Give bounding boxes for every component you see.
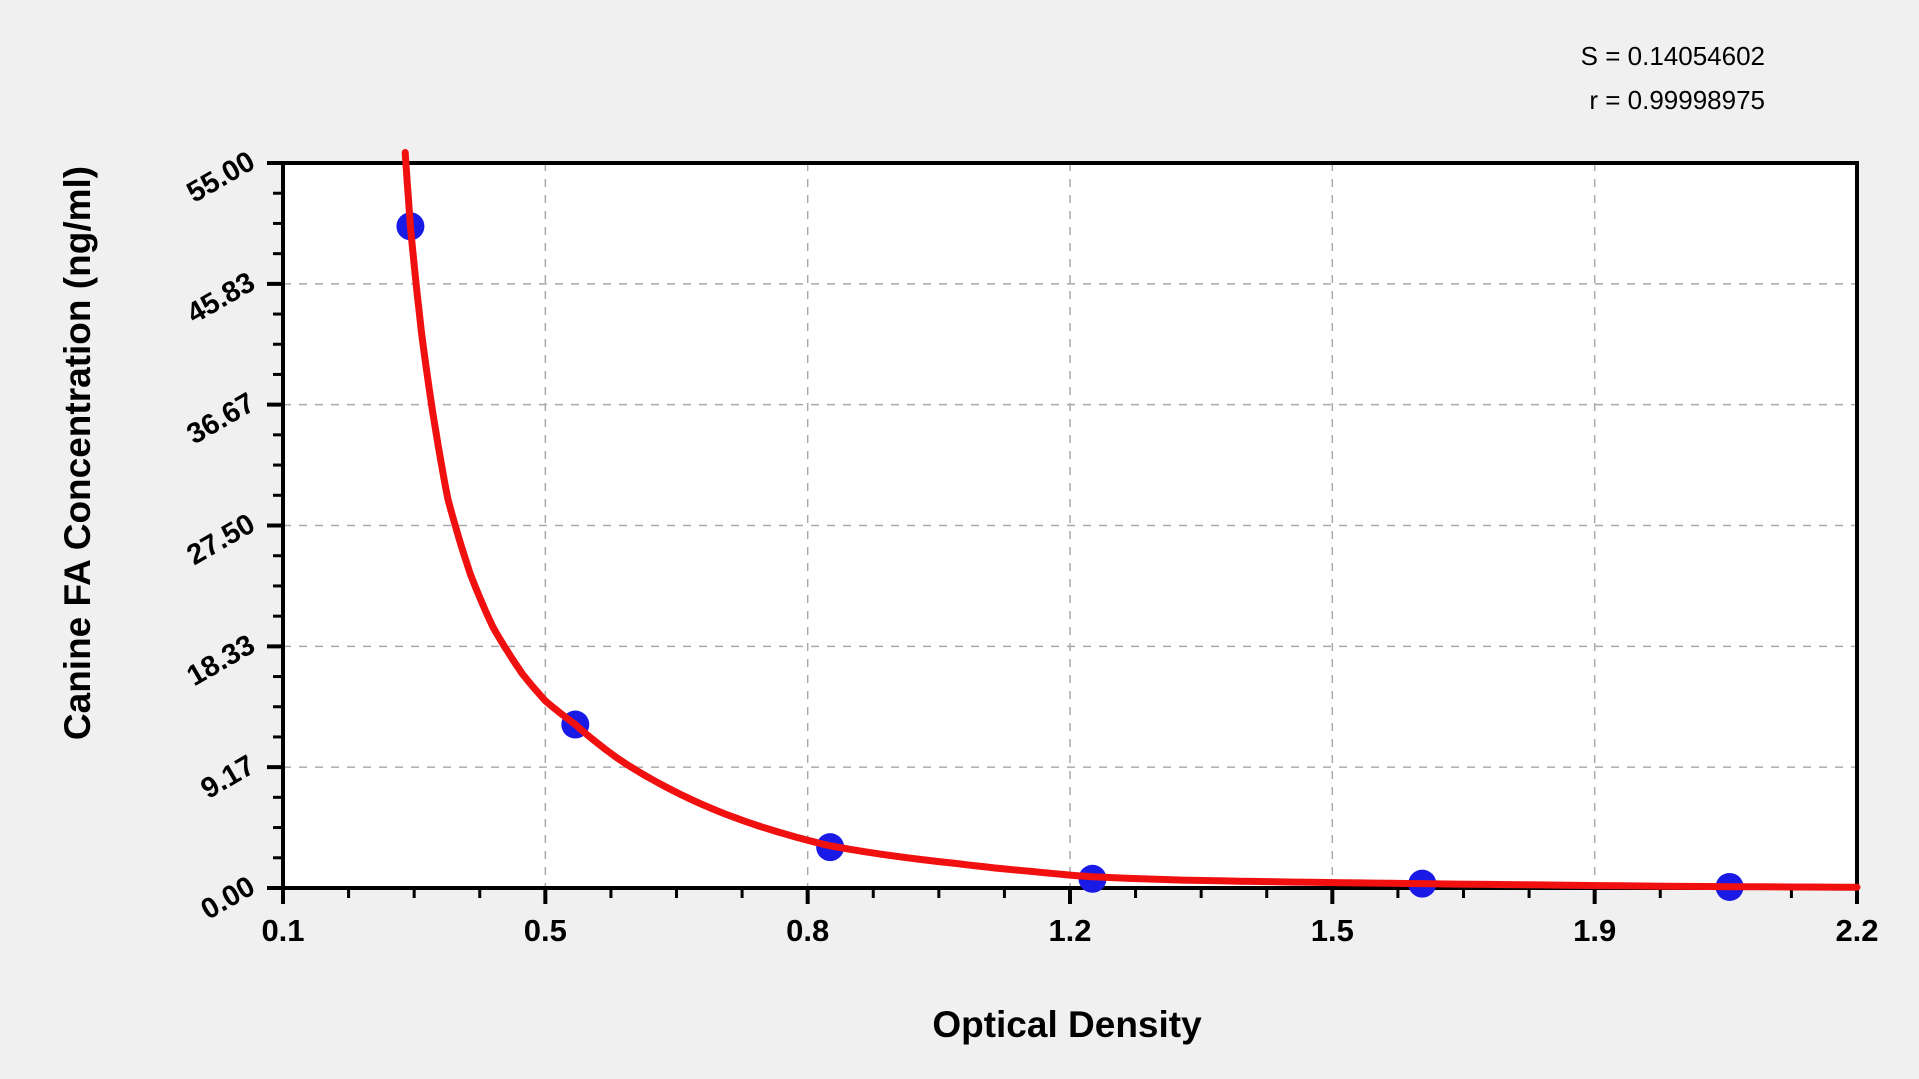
x-tick-label: 1.9 [1573, 913, 1616, 948]
fit-s-value: S = 0.14054602 [1580, 41, 1765, 71]
fit-r-value: r = 0.99998975 [1589, 85, 1765, 115]
y-tick-label: 18.33 [182, 629, 261, 693]
y-tick-label: 55.00 [182, 145, 261, 209]
x-tick-label: 0.8 [786, 913, 829, 948]
y-tick-label: 9.17 [196, 749, 261, 805]
y-tick-label: 27.50 [182, 508, 261, 572]
x-tick-label: 1.2 [1048, 913, 1091, 948]
x-axis-title: Optical Density [932, 1004, 1202, 1045]
x-tick-label: 0.1 [261, 913, 304, 948]
x-tick-label: 2.2 [1835, 913, 1878, 948]
y-axis-title: Canine FA Concentration (ng/ml) [57, 165, 98, 741]
fit-statistics: S = 0.14054602 r = 0.99998975 [1581, 34, 1765, 122]
fitted-curve [401, 149, 1861, 891]
y-tick-label: 36.67 [182, 387, 261, 451]
x-tick-label: 1.5 [1311, 913, 1354, 948]
y-tick-label: 45.83 [182, 266, 261, 330]
x-tick-label: 0.5 [524, 913, 567, 948]
y-tick-label: 0.00 [196, 870, 261, 926]
